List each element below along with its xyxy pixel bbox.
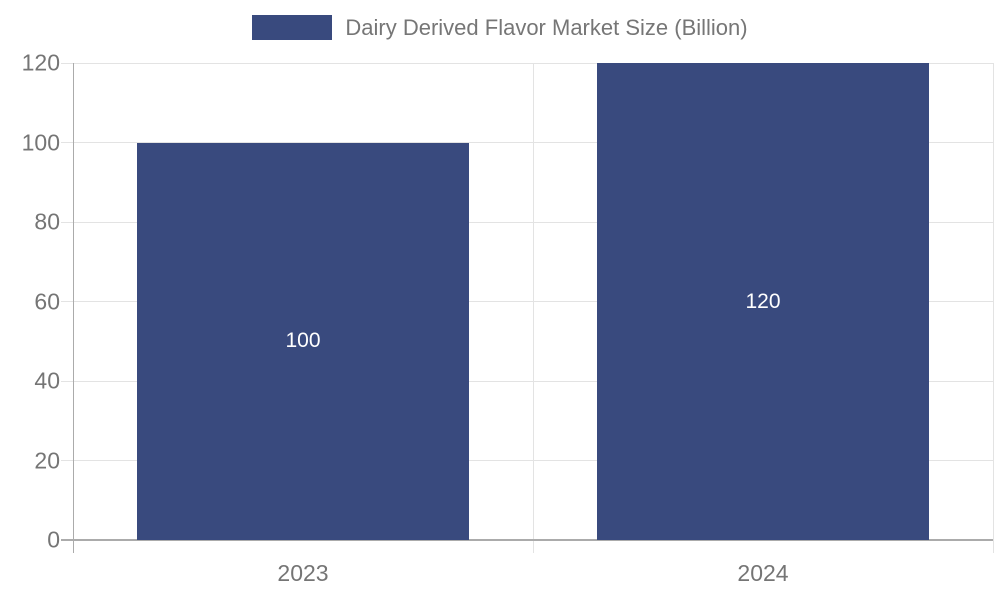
y-tick-mark [61,301,73,302]
legend[interactable]: Dairy Derived Flavor Market Size (Billio… [0,15,1000,40]
bar-value-label: 120 [745,289,781,313]
legend-label: Dairy Derived Flavor Market Size (Billio… [345,15,748,40]
bar-value-label: 100 [285,329,321,353]
y-tick-label: 80 [34,208,60,235]
y-tick-label: 100 [21,129,60,155]
y-tick-label: 60 [34,288,60,314]
y-tick-mark [61,62,73,64]
x-tick-label: 2023 [277,560,329,586]
gridline-vertical [992,63,994,553]
y-tick-mark [61,221,73,223]
y-tick-label: 40 [34,367,60,394]
gridline-vertical [532,63,534,553]
y-tick-label: 20 [34,447,60,473]
y-tick-mark [61,380,73,382]
y-tick-label: 0 [47,526,60,553]
bar-2024[interactable] [597,63,929,540]
y-tick-mark [61,142,73,143]
y-tick-mark [61,460,73,461]
x-tick-label: 2024 [737,560,789,586]
x-axis-line [61,539,993,541]
y-axis-line [73,63,74,553]
y-tick-label: 120 [21,49,60,76]
bar-2023[interactable] [137,142,469,540]
legend-swatch [252,15,333,40]
